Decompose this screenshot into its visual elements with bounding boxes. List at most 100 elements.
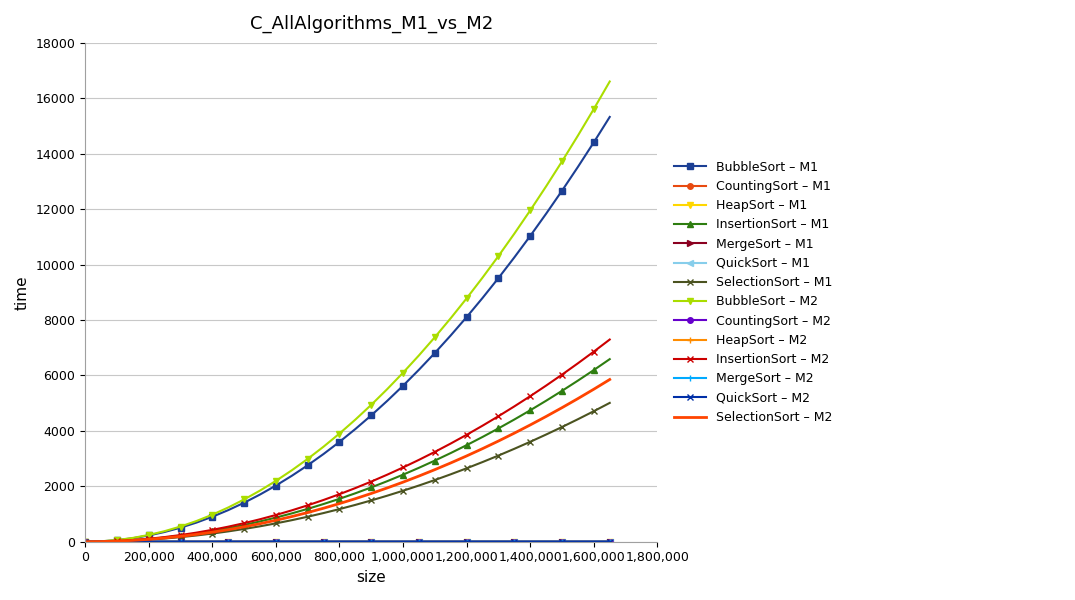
- CountingSort – M1: [556, 538, 569, 545]
- CountingSort – M1: [587, 538, 600, 545]
- Line: QuickSort – M1: QuickSort – M1: [83, 539, 613, 545]
- HeapSort – M2: [587, 538, 600, 545]
- MergeSort – M1: [476, 538, 489, 545]
- SelectionSort – M1: [238, 526, 250, 533]
- SelectionSort – M1: [540, 431, 553, 438]
- MergeSort – M1: [397, 538, 410, 545]
- MergeSort – M2: [603, 538, 616, 545]
- SelectionSort – M1: [413, 482, 426, 489]
- HeapSort – M2: [158, 538, 171, 545]
- HeapSort – M2: [381, 538, 393, 545]
- QuickSort – M2: [238, 538, 250, 545]
- BubbleSort – M2: [127, 535, 140, 542]
- HeapSort – M2: [174, 538, 187, 545]
- SelectionSort – M1: [158, 535, 171, 542]
- QuickSort – M2: [492, 538, 505, 545]
- HeapSort – M1: [492, 538, 505, 545]
- CountingSort – M1: [460, 538, 473, 545]
- BubbleSort – M2: [221, 504, 234, 511]
- CountingSort – M2: [556, 538, 569, 545]
- MergeSort – M2: [429, 538, 442, 545]
- QuickSort – M1: [507, 538, 520, 545]
- HeapSort – M2: [317, 538, 330, 545]
- QuickSort – M1: [206, 538, 219, 545]
- QuickSort – M2: [174, 538, 187, 545]
- HeapSort – M2: [78, 538, 91, 545]
- CountingSort – M1: [317, 538, 330, 545]
- CountingSort – M1: [78, 538, 91, 545]
- HeapSort – M1: [381, 538, 393, 545]
- InsertionSort – M1: [142, 535, 155, 542]
- SelectionSort – M2: [492, 437, 505, 445]
- X-axis label: size: size: [357, 570, 386, 585]
- HeapSort – M2: [206, 538, 219, 545]
- HeapSort – M2: [460, 538, 473, 545]
- MergeSort – M1: [174, 538, 187, 545]
- InsertionSort – M1: [111, 538, 124, 545]
- MergeSort – M2: [381, 538, 393, 545]
- BubbleSort – M1: [127, 535, 140, 542]
- BubbleSort – M2: [476, 274, 489, 281]
- MergeSort – M1: [206, 538, 219, 545]
- MergeSort – M1: [158, 538, 171, 545]
- HeapSort – M1: [78, 538, 91, 545]
- QuickSort – M1: [524, 538, 536, 545]
- MergeSort – M1: [127, 538, 140, 545]
- BubbleSort – M1: [270, 482, 283, 489]
- CountingSort – M2: [603, 538, 616, 545]
- BubbleSort – M1: [397, 382, 410, 389]
- InsertionSort – M2: [444, 440, 457, 447]
- SelectionSort – M2: [476, 445, 489, 452]
- Line: MergeSort – M2: MergeSort – M2: [82, 538, 613, 545]
- SelectionSort – M2: [397, 479, 410, 486]
- InsertionSort – M1: [492, 425, 505, 432]
- HeapSort – M1: [95, 538, 108, 545]
- SelectionSort – M1: [333, 505, 346, 512]
- SelectionSort – M2: [429, 466, 442, 473]
- CountingSort – M2: [572, 538, 585, 545]
- CountingSort – M2: [364, 538, 377, 545]
- SelectionSort – M2: [317, 505, 330, 512]
- BubbleSort – M2: [492, 253, 505, 260]
- CountingSort – M1: [95, 538, 108, 545]
- QuickSort – M1: [540, 538, 553, 545]
- CountingSort – M2: [221, 538, 234, 545]
- HeapSort – M1: [111, 538, 124, 545]
- InsertionSort – M1: [381, 478, 393, 485]
- BubbleSort – M1: [142, 532, 155, 539]
- HeapSort – M1: [285, 538, 298, 545]
- HeapSort – M2: [476, 538, 489, 545]
- MergeSort – M2: [349, 538, 362, 545]
- HeapSort – M2: [111, 538, 124, 545]
- SelectionSort – M1: [285, 517, 298, 524]
- BubbleSort – M1: [492, 274, 505, 281]
- SelectionSort – M1: [556, 424, 569, 431]
- CountingSort – M2: [127, 538, 140, 545]
- CountingSort – M1: [381, 538, 393, 545]
- Line: BubbleSort – M1: BubbleSort – M1: [82, 113, 613, 545]
- SelectionSort – M1: [572, 416, 585, 423]
- HeapSort – M1: [349, 538, 362, 545]
- MergeSort – M2: [460, 538, 473, 545]
- InsertionSort – M1: [127, 536, 140, 544]
- CountingSort – M2: [349, 538, 362, 545]
- MergeSort – M1: [413, 538, 426, 545]
- InsertionSort – M1: [254, 518, 267, 525]
- InsertionSort – M1: [238, 521, 250, 529]
- MergeSort – M2: [206, 538, 219, 545]
- Line: HeapSort – M1: HeapSort – M1: [83, 539, 613, 545]
- HeapSort – M1: [572, 538, 585, 545]
- InsertionSort – M2: [142, 535, 155, 542]
- HeapSort – M1: [221, 538, 234, 545]
- MergeSort – M1: [285, 538, 298, 545]
- QuickSort – M1: [397, 538, 410, 545]
- InsertionSort – M2: [364, 478, 377, 485]
- SelectionSort – M2: [507, 430, 520, 437]
- SelectionSort – M1: [381, 492, 393, 499]
- BubbleSort – M2: [603, 78, 616, 85]
- BubbleSort – M1: [364, 412, 377, 419]
- InsertionSort – M1: [507, 416, 520, 423]
- HeapSort – M2: [429, 538, 442, 545]
- QuickSort – M2: [333, 538, 346, 545]
- CountingSort – M1: [572, 538, 585, 545]
